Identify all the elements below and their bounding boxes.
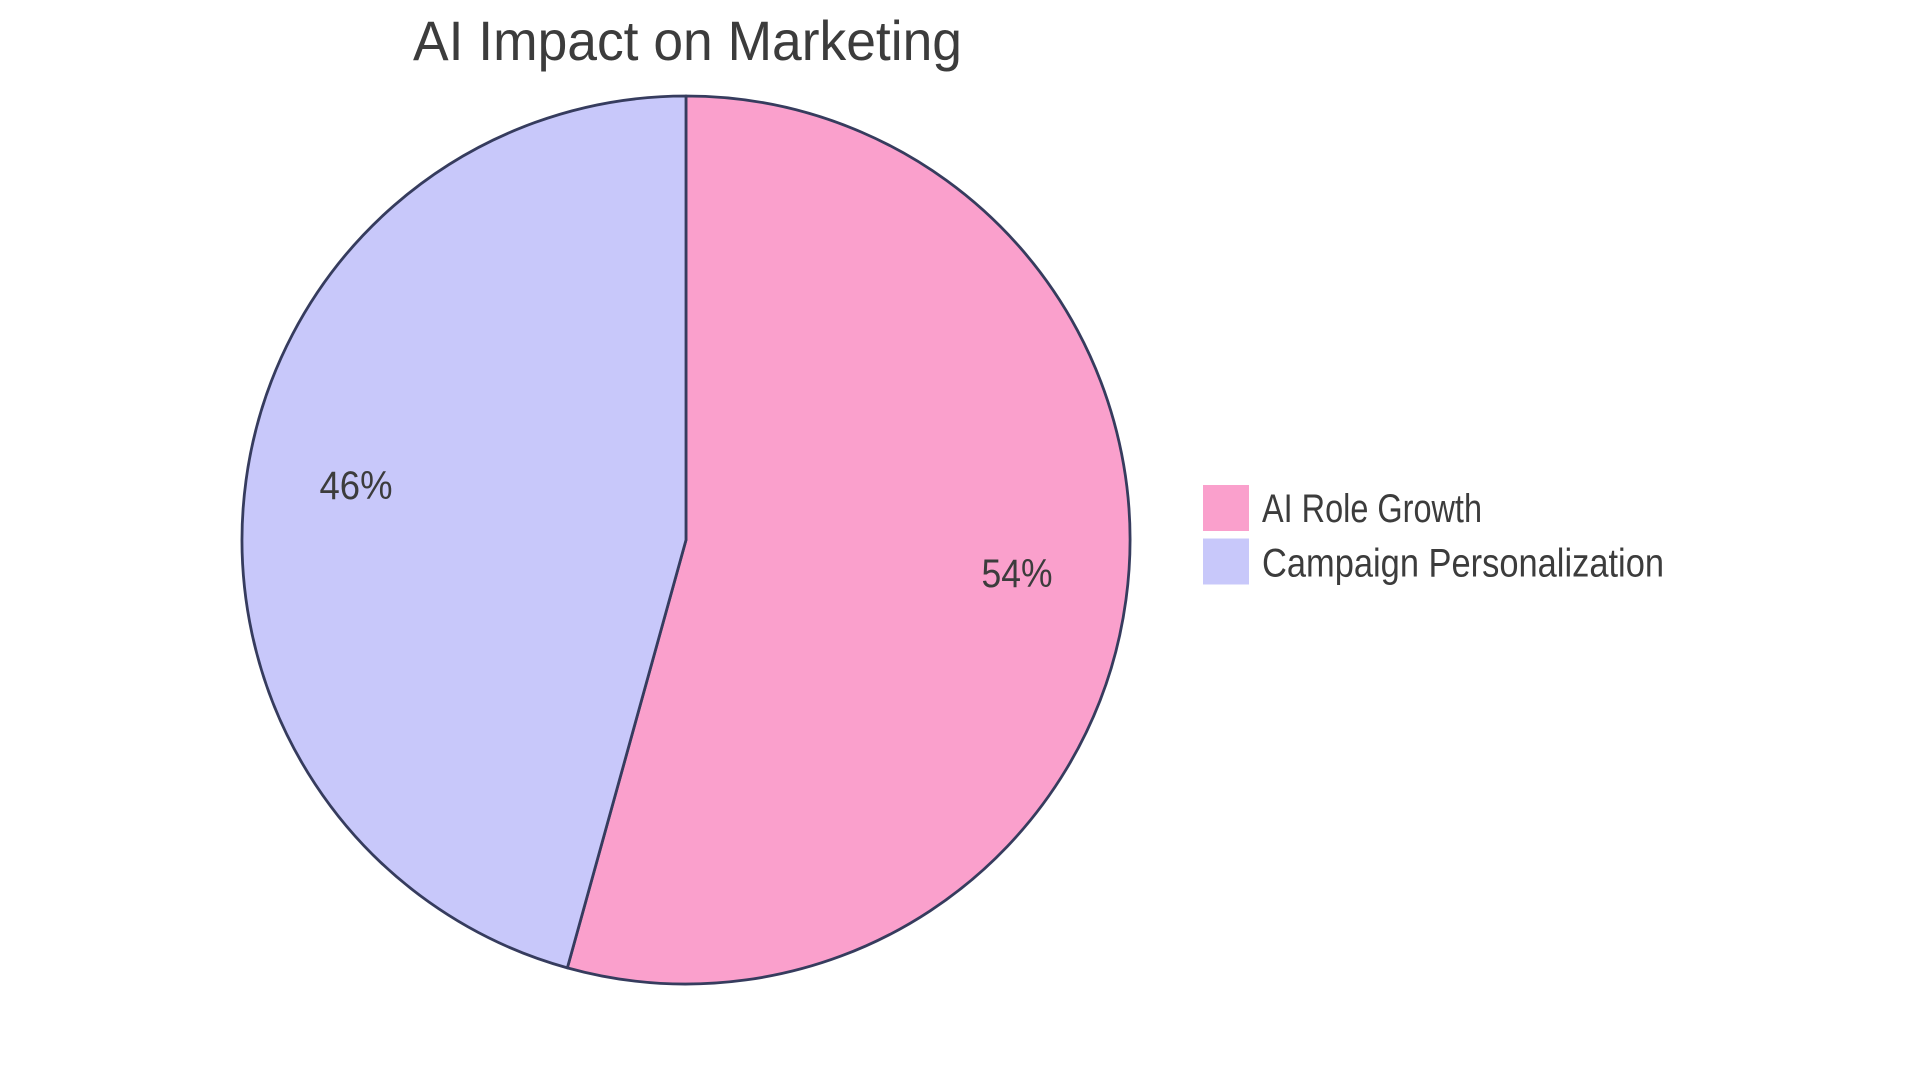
svg-text:46%: 46% (320, 464, 393, 508)
svg-text:Campaign Personalization: Campaign Personalization (1262, 542, 1664, 586)
svg-text:AI Role Growth: AI Role Growth (1262, 487, 1482, 531)
svg-text:54%: 54% (982, 552, 1053, 596)
svg-text:AI Impact on Marketing: AI Impact on Marketing (413, 9, 962, 72)
